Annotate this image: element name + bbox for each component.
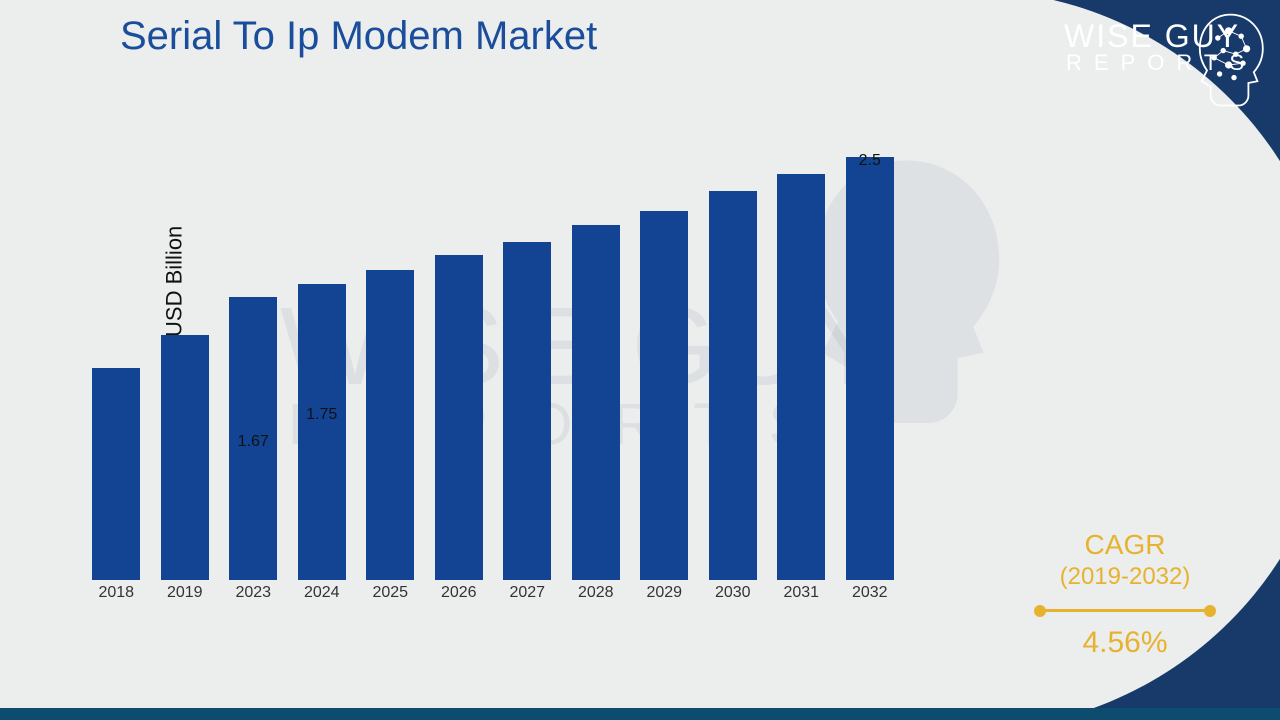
- x-tick-label: 2023: [219, 584, 288, 602]
- bar-slot: [356, 270, 425, 580]
- bar-slot: [82, 368, 151, 580]
- bar: [572, 225, 620, 580]
- x-tick-label: 2019: [151, 584, 220, 602]
- x-tick-label: 2031: [767, 584, 836, 602]
- bar-slot: [699, 191, 768, 580]
- bar-value-label: 1.75: [306, 406, 337, 428]
- bar: [846, 157, 894, 580]
- x-tick-label: 2025: [356, 584, 425, 602]
- bar: [503, 242, 551, 580]
- bar-slot: [562, 225, 631, 580]
- chart-title: Serial To Ip Modem Market: [120, 14, 597, 59]
- bar-slot: 1.67: [219, 297, 288, 580]
- x-tick-label: 2026: [425, 584, 494, 602]
- x-tick-label: 2030: [699, 584, 768, 602]
- x-tick-label: 2018: [82, 584, 151, 602]
- brand-logo-text: WISE GUY REPORTS: [1064, 20, 1256, 74]
- cagr-title: CAGR: [1000, 529, 1250, 561]
- brand-line2: REPORTS: [1064, 52, 1256, 74]
- bar: [709, 191, 757, 580]
- x-tick-label: 2024: [288, 584, 357, 602]
- cagr-value: 4.56%: [1000, 626, 1250, 660]
- cagr-range: (2019-2032): [1000, 563, 1250, 591]
- bottom-accent-bar: [0, 708, 1280, 720]
- x-tick-label: 2027: [493, 584, 562, 602]
- bar-slot: [425, 255, 494, 580]
- bar: [298, 284, 346, 580]
- bar-slot: [151, 335, 220, 580]
- bar-slot: 1.75: [288, 284, 357, 580]
- bar: [366, 270, 414, 580]
- bar-slot: [767, 174, 836, 580]
- x-axis-labels: 2018201920232024202520262027202820292030…: [78, 584, 908, 602]
- cagr-block: CAGR (2019-2032) 4.56%: [1000, 529, 1250, 660]
- x-tick-label: 2032: [836, 584, 905, 602]
- brand-line1: WISE GUY: [1064, 20, 1256, 52]
- bar-slot: [493, 242, 562, 580]
- bar: [435, 255, 483, 580]
- bar: [777, 174, 825, 580]
- bar-slot: [630, 211, 699, 580]
- bar-slot: 2.5: [836, 157, 905, 580]
- bar: [640, 211, 688, 580]
- infographic-stage: WISE GUYREPORTS Serial To Ip Modem Marke…: [0, 0, 1280, 720]
- bar: [161, 335, 209, 580]
- x-tick-label: 2028: [562, 584, 631, 602]
- bar-value-label: 1.67: [238, 433, 269, 455]
- bar-value-label: 2.5: [859, 152, 881, 174]
- x-tick-label: 2029: [630, 584, 699, 602]
- bar-group: 1.67 1.75 2.5: [78, 140, 908, 580]
- cagr-divider-icon: [1040, 609, 1210, 612]
- bar-chart-plot: 1.67 1.75 2.5: [78, 140, 908, 580]
- bar: [92, 368, 140, 580]
